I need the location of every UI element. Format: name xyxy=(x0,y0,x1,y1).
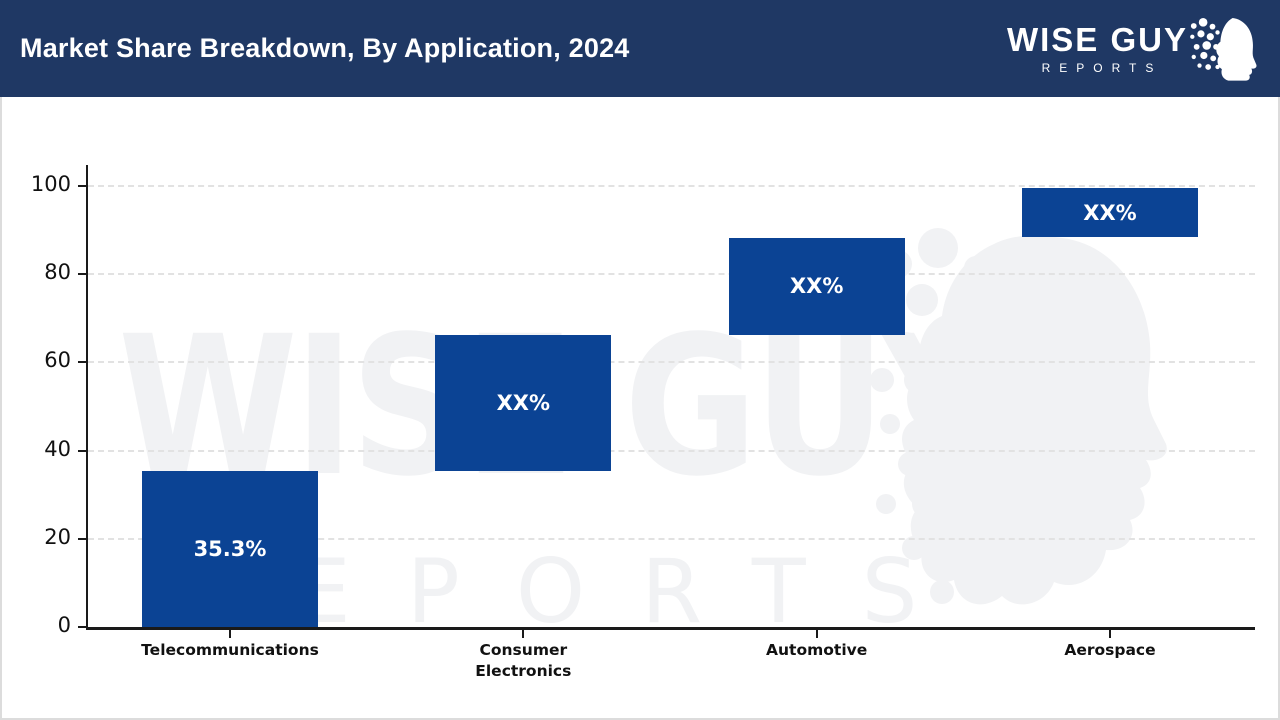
y-tick-label-100: 100 xyxy=(30,172,71,196)
page-title: Market Share Breakdown, By Application, … xyxy=(20,33,630,63)
logo-wordmark: WISE GUY xyxy=(1006,21,1188,58)
y-tickmark-40 xyxy=(78,449,88,452)
gridline-80 xyxy=(88,273,1255,276)
x-tickmark-1 xyxy=(522,630,525,638)
card-border-bottom xyxy=(0,718,1280,720)
y-tick-label-20: 20 xyxy=(44,524,71,549)
x-tickmark-3 xyxy=(1108,630,1111,638)
x-axis-line xyxy=(86,627,1255,630)
bar-telecommunications: 35.3% xyxy=(142,471,318,627)
y-tick-label-60: 60 xyxy=(44,348,71,373)
card-border-left xyxy=(0,97,2,720)
x-category-label-1: Consumer Electronics xyxy=(475,641,572,680)
x-category-label-3: Aerospace xyxy=(1064,641,1156,659)
bar-value-label: XX% xyxy=(1083,200,1137,225)
card-border-right xyxy=(1278,97,1280,720)
gridline-40 xyxy=(88,449,1255,452)
x-tickmark-0 xyxy=(229,630,231,638)
y-tickmark-100 xyxy=(78,185,88,187)
gridline-60 xyxy=(88,361,1255,364)
gridline-20 xyxy=(88,537,1255,540)
y-tick-label-40: 40 xyxy=(44,436,71,461)
logo-subtitle: REPORTS xyxy=(1041,61,1163,75)
y-tickmark-80 xyxy=(78,273,88,276)
bar-aerospace: XX% xyxy=(1021,188,1198,238)
y-tickmark-60 xyxy=(78,361,88,364)
bar-automotive: XX% xyxy=(728,238,905,335)
header: Market Share Breakdown, By Application, … xyxy=(0,0,1280,97)
bar-value-label: XX% xyxy=(789,274,844,299)
x-tickmark-2 xyxy=(815,630,818,638)
y-tick-label-80: 80 xyxy=(44,260,71,285)
logo-face-icon xyxy=(1190,17,1257,81)
gridline-100 xyxy=(88,185,1255,187)
bar-value-label: 35.3% xyxy=(193,537,267,562)
wiseguy-logo: WISE GUY REPORTS xyxy=(1007,8,1260,90)
bar-consumer-electronics: XX% xyxy=(435,335,612,472)
x-category-label-0: Telecommunications xyxy=(141,641,319,659)
watermark-face-icon xyxy=(870,228,1167,605)
y-tickmark-0 xyxy=(78,626,88,628)
y-tick-label-0: 0 xyxy=(57,613,71,637)
bar-value-label: XX% xyxy=(496,391,551,416)
y-tickmark-20 xyxy=(78,537,88,540)
x-category-label-2: Automotive xyxy=(766,641,868,659)
y-axis-line xyxy=(86,165,88,629)
